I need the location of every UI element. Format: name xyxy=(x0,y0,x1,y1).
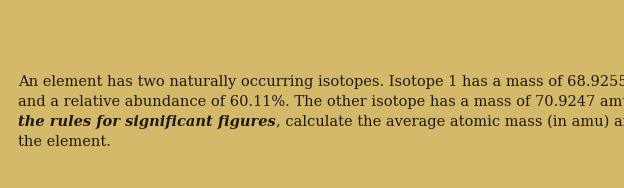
Text: the element.: the element. xyxy=(18,135,111,149)
Text: and a relative abundance of 60.11%. The other isotope has a mass of 70.9247 amu.: and a relative abundance of 60.11%. The … xyxy=(18,95,624,109)
Text: , calculate the average atomic mass (in amu) and identify: , calculate the average atomic mass (in … xyxy=(276,115,624,129)
Text: An element has two naturally occurring isotopes. Isotope 1 has a mass of 68.9255: An element has two naturally occurring i… xyxy=(18,75,624,89)
Text: the rules for significant figures: the rules for significant figures xyxy=(18,115,276,129)
